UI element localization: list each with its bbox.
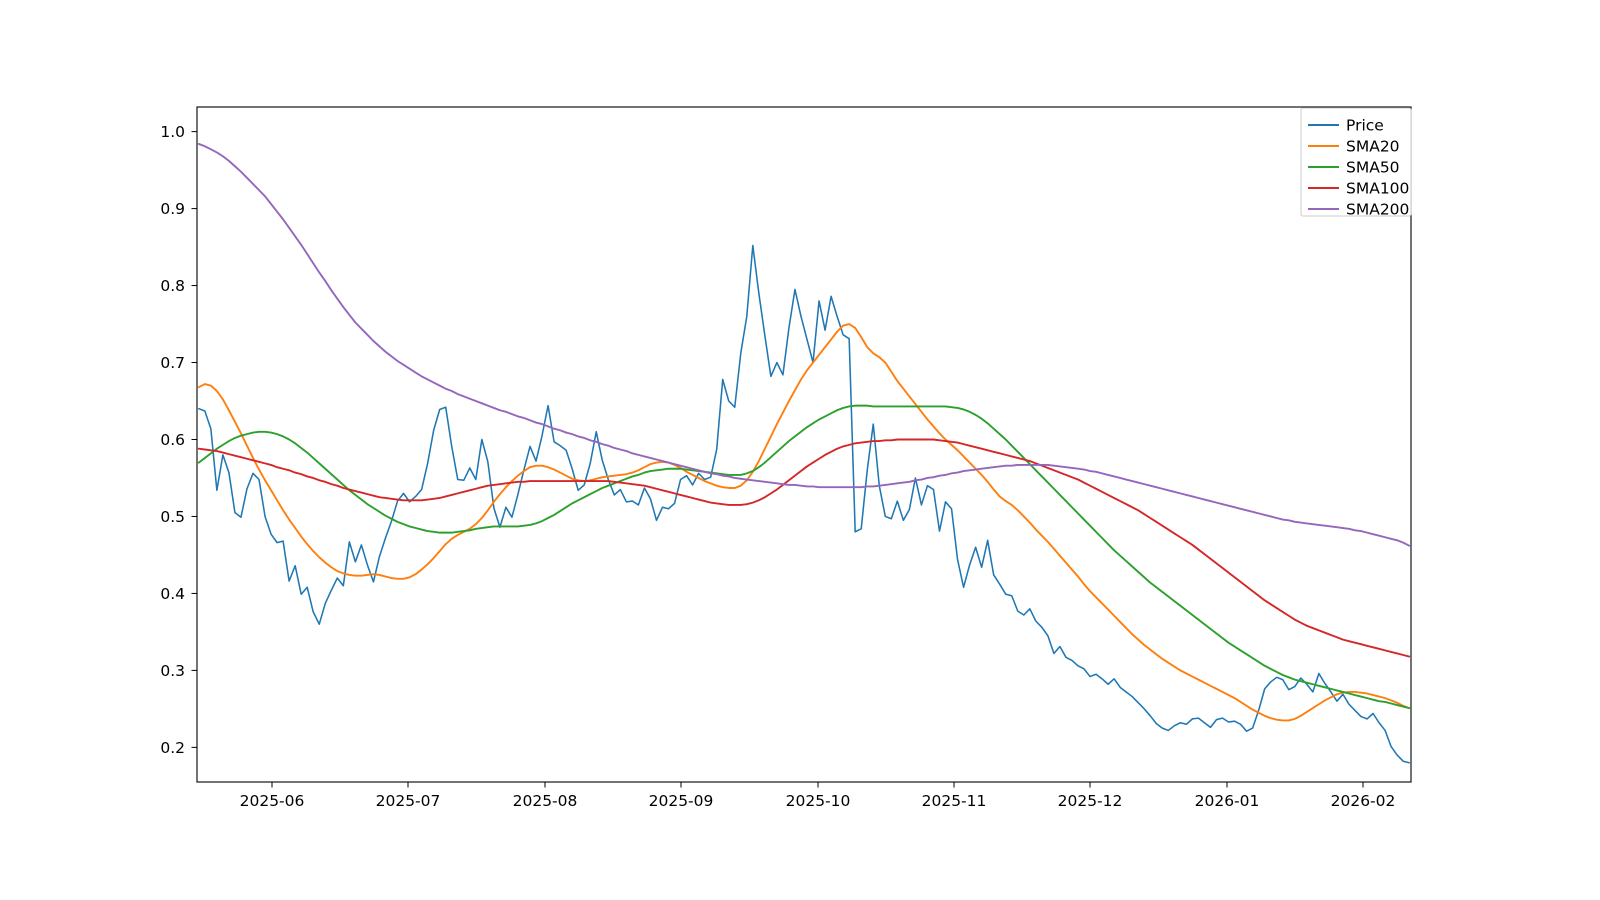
x-tick-label: 2025-12 [1058, 792, 1123, 810]
data-series-group [197, 142, 1411, 764]
legend-label-sma20: SMA20 [1346, 138, 1400, 156]
y-tick-label: 0.8 [160, 277, 185, 295]
x-tick-label: 2025-07 [376, 792, 441, 810]
series-line-sma20 [197, 323, 1411, 722]
x-tick-label: 2025-06 [240, 792, 305, 810]
x-tick-label: 2026-01 [1195, 792, 1260, 810]
axes-frame [196, 106, 1412, 783]
legend-label-sma50: SMA50 [1346, 159, 1400, 177]
y-tick-label: 0.7 [160, 354, 185, 372]
x-axis-ticks: 2025-06 2025-07 2025-08 2025-09 2025-10 2025-… [240, 782, 1396, 810]
y-tick-label: 0.2 [160, 739, 185, 757]
x-tick-label: 2025-11 [922, 792, 987, 810]
legend-label-sma100: SMA100 [1346, 180, 1409, 198]
y-tick-label: 0.4 [160, 585, 185, 603]
legend-label-sma200: SMA200 [1346, 201, 1409, 219]
chart-legend[interactable]: Price SMA20 SMA50 SMA100 SMA200 [1300, 107, 1412, 219]
series-line-sma200 [197, 142, 1411, 547]
x-tick-label: 2025-09 [649, 792, 714, 810]
x-tick-label: 2025-08 [513, 792, 578, 810]
y-tick-label: 0.6 [160, 431, 185, 449]
series-line-sma50 [197, 404, 1411, 710]
y-tick-label: 1.0 [160, 123, 185, 141]
y-tick-label: 0.5 [160, 508, 185, 526]
x-tick-label: 2026-02 [1331, 792, 1396, 810]
y-tick-label: 0.3 [160, 662, 185, 680]
y-tick-label: 0.9 [160, 200, 185, 218]
y-axis-ticks: 0.2 0.3 0.4 0.5 0.6 0.7 0.8 0.9 1.0 [160, 123, 197, 757]
series-line-price [198, 244, 1410, 764]
legend-label-price: Price [1346, 117, 1384, 135]
x-tick-label: 2025-10 [786, 792, 851, 810]
series-line-sma100 [197, 438, 1411, 658]
